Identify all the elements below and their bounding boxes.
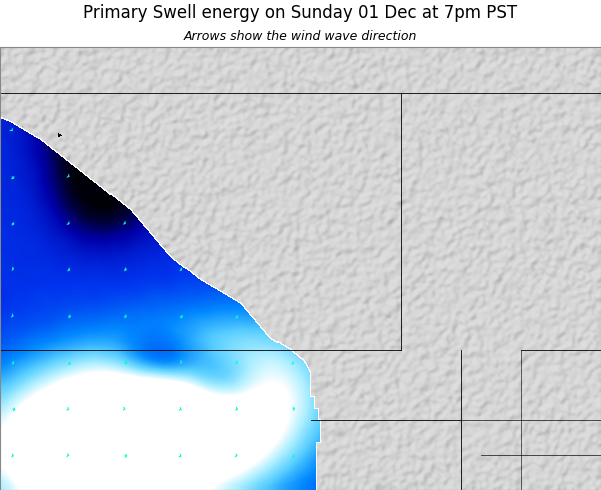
Text: Primary Swell energy on Sunday 01 Dec at 7pm PST: Primary Swell energy on Sunday 01 Dec at… <box>84 4 517 22</box>
Text: Arrows show the wind wave direction: Arrows show the wind wave direction <box>184 30 417 43</box>
